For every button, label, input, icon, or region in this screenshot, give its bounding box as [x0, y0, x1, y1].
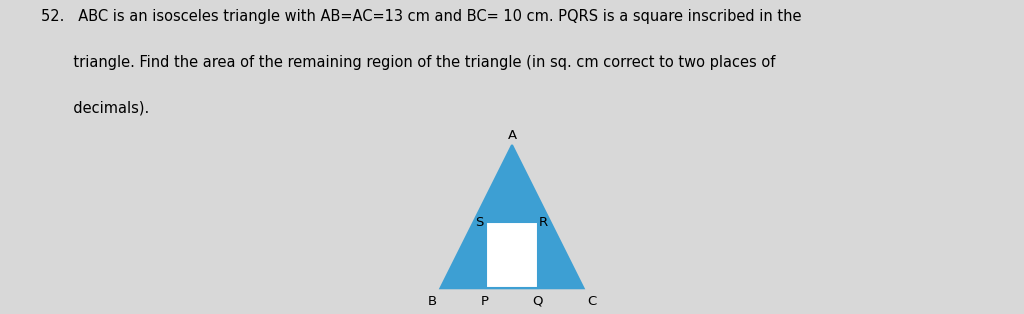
Text: P: P — [481, 295, 488, 308]
Text: R: R — [539, 216, 548, 229]
Text: C: C — [588, 295, 597, 308]
Text: A: A — [508, 128, 516, 142]
Text: decimals).: decimals). — [41, 100, 150, 116]
Polygon shape — [486, 222, 538, 288]
Text: 52.   ABC is an isosceles triangle with AB=AC=13 cm and BC= 10 cm. PQRS is a squ: 52. ABC is an isosceles triangle with AB… — [41, 9, 802, 24]
Text: Q: Q — [532, 295, 543, 308]
Text: B: B — [427, 295, 436, 308]
Polygon shape — [440, 145, 584, 288]
Text: triangle. Find the area of the remaining region of the triangle (in sq. cm corre: triangle. Find the area of the remaining… — [41, 55, 775, 70]
Text: S: S — [475, 216, 483, 229]
